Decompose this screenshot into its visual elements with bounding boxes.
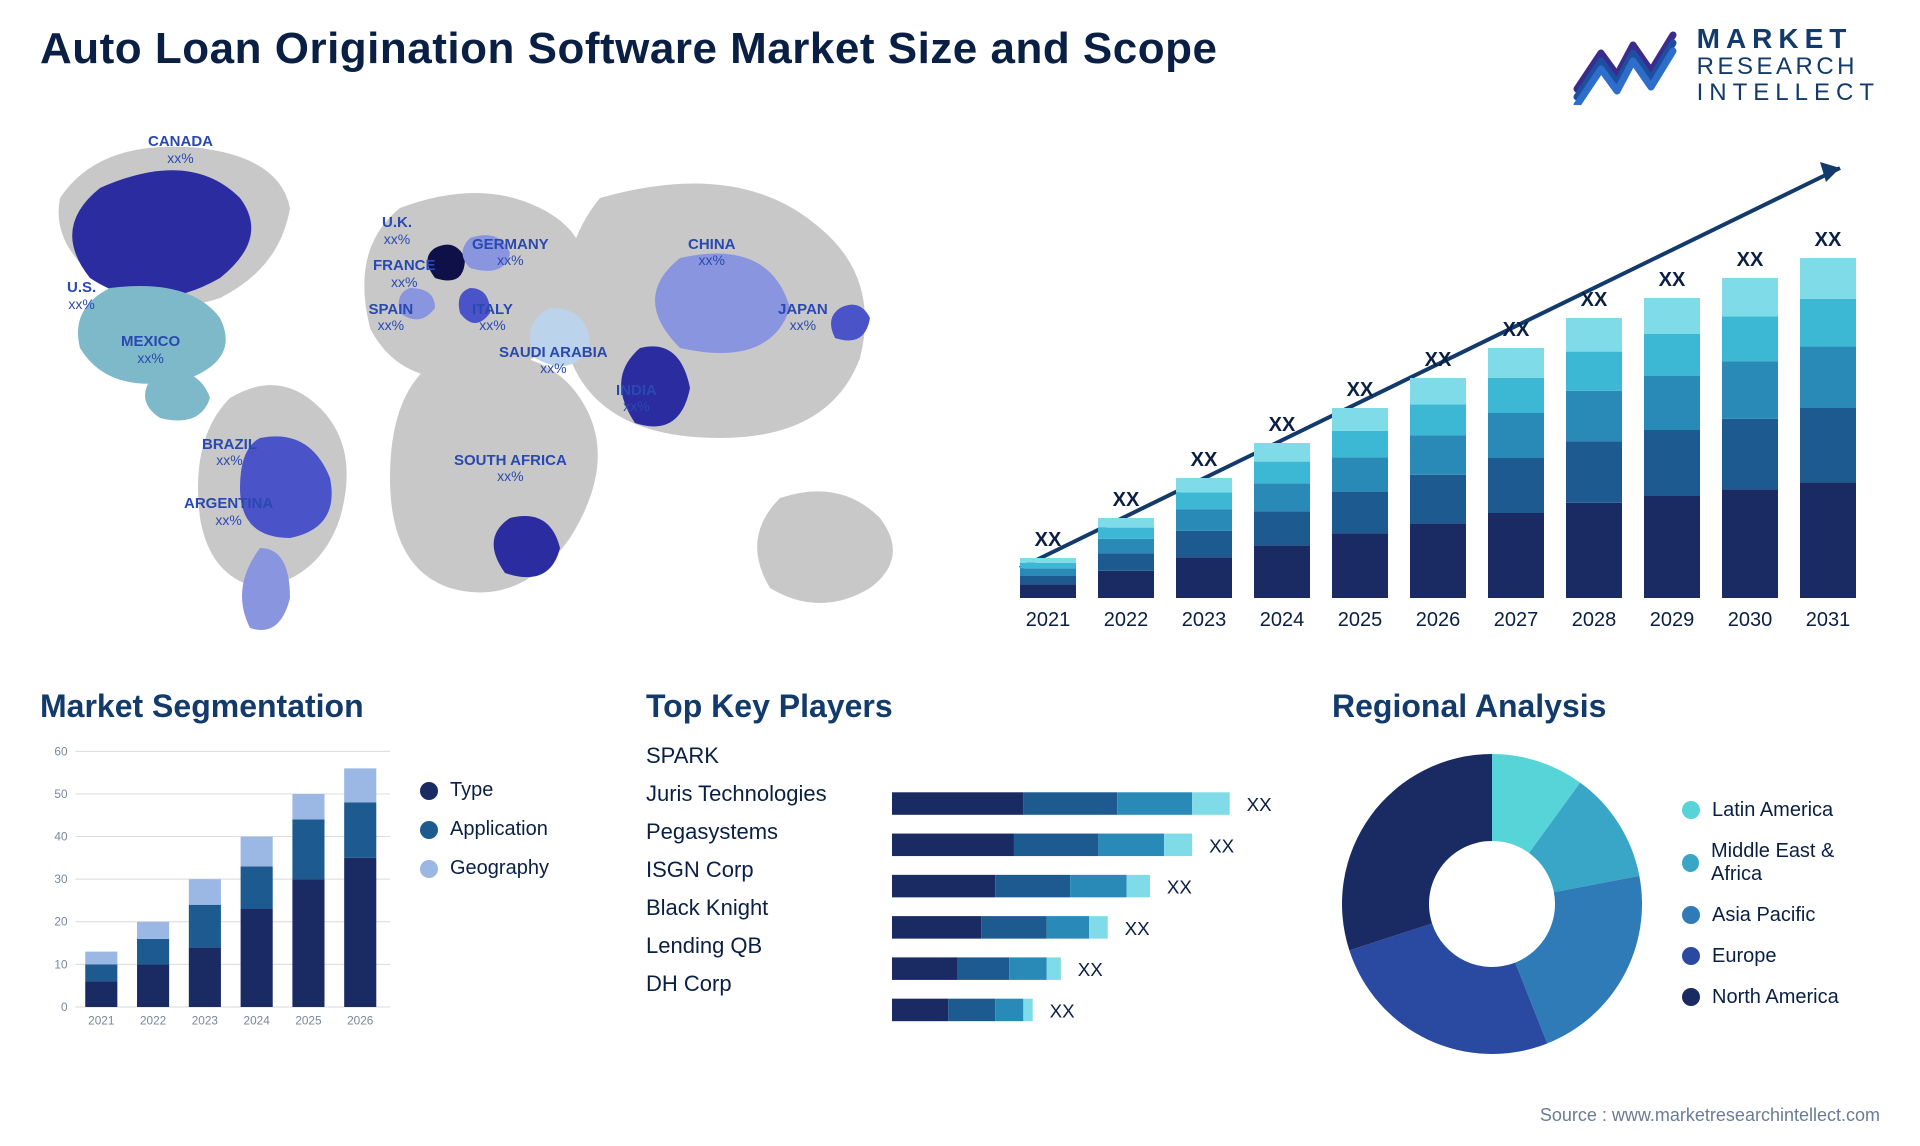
map-label: ARGENTINAxx% (184, 496, 273, 528)
map-label: SOUTH AFRICAxx% (454, 453, 567, 485)
svg-text:XX: XX (1269, 414, 1296, 436)
svg-text:XX: XX (1425, 349, 1452, 371)
svg-text:2027: 2027 (1494, 609, 1539, 631)
map-label: SAUDI ARABIAxx% (499, 345, 608, 377)
legend-item: Asia Pacific (1682, 904, 1880, 927)
svg-text:20: 20 (54, 915, 68, 929)
keyplayer-name: Juris Technologies (646, 781, 866, 807)
svg-text:50: 50 (54, 787, 68, 801)
regional-legend: Latin America Middle East & Africa Asia Pa… (1682, 799, 1880, 1009)
svg-text:2030: 2030 (1728, 609, 1773, 631)
legend-item: Middle East & Africa (1682, 840, 1880, 886)
logo-text-3: INTELLECT (1697, 80, 1880, 106)
keyplayer-name: SPARK (646, 743, 866, 769)
keyplayer-name: DH Corp (646, 971, 866, 997)
svg-text:XX: XX (1113, 489, 1140, 511)
keyplayers-chart: XXXXXXXXXXXX (892, 739, 1286, 1088)
svg-text:XX: XX (1125, 918, 1151, 939)
svg-text:XX: XX (1247, 794, 1273, 815)
source-attribution: Source : www.marketresearchintellect.com (1540, 1105, 1880, 1126)
svg-text:2021: 2021 (88, 1014, 114, 1028)
svg-text:XX: XX (1581, 289, 1608, 311)
svg-text:2025: 2025 (295, 1014, 322, 1028)
svg-text:10: 10 (54, 957, 68, 971)
legend-item: Europe (1682, 945, 1880, 968)
svg-text:2024: 2024 (1260, 609, 1305, 631)
svg-text:XX: XX (1050, 1000, 1076, 1021)
svg-text:2025: 2025 (1338, 609, 1383, 631)
svg-text:XX: XX (1191, 449, 1218, 471)
regional-title: Regional Analysis (1332, 688, 1880, 725)
svg-text:0: 0 (61, 1000, 68, 1014)
keyplayer-name: ISGN Corp (646, 857, 866, 883)
map-label: CHINAxx% (688, 237, 736, 269)
svg-text:XX: XX (1815, 229, 1842, 251)
legend-item: Application (420, 818, 600, 841)
map-label: CANADAxx% (148, 134, 213, 166)
logo-text-1: MARKET (1697, 24, 1880, 54)
svg-text:XX: XX (1737, 249, 1764, 271)
svg-text:XX: XX (1659, 269, 1686, 291)
logo-text-2: RESEARCH (1697, 54, 1880, 80)
svg-text:2026: 2026 (347, 1014, 374, 1028)
legend-item: North America (1682, 986, 1880, 1009)
segmentation-title: Market Segmentation (40, 688, 600, 725)
map-label: ITALYxx% (472, 302, 513, 334)
svg-text:XX: XX (1209, 835, 1235, 856)
forecast-bar-chart: XX 2021 XX 2022 XX 2023 XX 2024 XX 2025 XX 2026 XX 20… (980, 118, 1880, 658)
svg-text:XX: XX (1347, 379, 1374, 401)
map-label: U.K.xx% (382, 215, 412, 247)
segmentation-legend: Type Application Geography (420, 739, 600, 1044)
svg-text:60: 60 (54, 744, 68, 758)
svg-text:2024: 2024 (244, 1014, 271, 1028)
logo-icon (1573, 25, 1683, 105)
keyplayer-name: Pegasystems (646, 819, 866, 845)
map-label: GERMANYxx% (472, 237, 549, 269)
svg-text:2028: 2028 (1572, 609, 1617, 631)
map-label: MEXICOxx% (121, 334, 180, 366)
keyplayers-names: SPARK Juris Technologies Pegasystems ISGN C… (646, 739, 866, 1088)
svg-text:XX: XX (1078, 959, 1104, 980)
svg-text:2023: 2023 (1182, 609, 1227, 631)
page-title: Auto Loan Origination Software Market Si… (40, 24, 1217, 74)
keyplayer-name: Lending QB (646, 933, 866, 959)
regional-donut (1332, 744, 1652, 1064)
map-label: U.S.xx% (67, 280, 96, 312)
legend-item: Type (420, 779, 600, 802)
svg-text:XX: XX (1503, 319, 1530, 341)
svg-text:2021: 2021 (1026, 609, 1071, 631)
map-label: JAPANxx% (778, 302, 828, 334)
keyplayer-name: Black Knight (646, 895, 866, 921)
brand-logo: MARKET RESEARCH INTELLECT (1573, 24, 1880, 106)
svg-text:2026: 2026 (1416, 609, 1461, 631)
world-map: CANADAxx% U.S.xx% MEXICOxx% BRAZILxx% ARGENT… (40, 118, 940, 658)
svg-text:XX: XX (1035, 529, 1062, 551)
legend-item: Latin America (1682, 799, 1880, 822)
svg-text:2022: 2022 (140, 1014, 166, 1028)
svg-text:40: 40 (54, 830, 68, 844)
svg-text:2023: 2023 (192, 1014, 219, 1028)
svg-text:30: 30 (54, 872, 68, 886)
svg-text:2022: 2022 (1104, 609, 1149, 631)
map-label: SPAINxx% (369, 302, 414, 334)
svg-text:2029: 2029 (1650, 609, 1695, 631)
svg-text:XX: XX (1167, 877, 1193, 898)
map-label: BRAZILxx% (202, 437, 257, 469)
map-label: FRANCExx% (373, 258, 436, 290)
keyplayers-title: Top Key Players (646, 688, 1286, 725)
svg-text:2031: 2031 (1806, 609, 1851, 631)
map-label: INDIAxx% (616, 383, 657, 415)
segmentation-chart: 0 10 20 30 40 50 60 2021 2022 2023 2024 2025 2026 (40, 739, 394, 1044)
legend-item: Geography (420, 857, 600, 880)
